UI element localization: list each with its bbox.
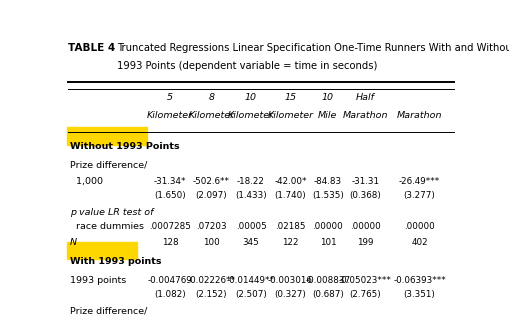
Text: (2.765): (2.765)	[350, 290, 381, 299]
Text: .00005: .00005	[236, 222, 266, 231]
Text: Kilometer: Kilometer	[147, 111, 193, 120]
Text: -26.49***: -26.49***	[399, 177, 440, 186]
Text: 122: 122	[282, 239, 299, 247]
FancyBboxPatch shape	[67, 127, 147, 144]
Text: race dummies: race dummies	[70, 222, 144, 231]
Text: 199: 199	[357, 239, 374, 247]
Text: Mile: Mile	[318, 111, 337, 120]
Text: (1.535): (1.535)	[312, 191, 344, 200]
Text: Marathon: Marathon	[343, 111, 388, 120]
Text: (1.650): (1.650)	[154, 191, 186, 200]
Text: -31.31: -31.31	[351, 177, 379, 186]
Text: Kilometer: Kilometer	[188, 111, 235, 120]
Text: -0.05023***: -0.05023***	[339, 275, 392, 284]
Text: Kilometer: Kilometer	[267, 111, 314, 120]
Text: (1.740): (1.740)	[274, 191, 306, 200]
Text: -502.6**: -502.6**	[193, 177, 230, 186]
Text: -18.22: -18.22	[237, 177, 265, 186]
Text: N: N	[70, 239, 77, 247]
Text: Marathon: Marathon	[397, 111, 442, 120]
Text: -0.004769: -0.004769	[148, 275, 192, 284]
Text: 1993 points: 1993 points	[70, 275, 126, 284]
Text: 128: 128	[162, 239, 179, 247]
Text: 5: 5	[167, 93, 173, 102]
Text: -0.008837: -0.008837	[305, 275, 351, 284]
Text: p value LR test of: p value LR test of	[70, 208, 153, 217]
Text: Prize difference/: Prize difference/	[70, 161, 147, 170]
Text: 8: 8	[209, 93, 215, 102]
Text: 15: 15	[285, 93, 296, 102]
Text: 402: 402	[411, 239, 428, 247]
Text: Without 1993 Points: Without 1993 Points	[70, 142, 179, 151]
Text: (0.327): (0.327)	[274, 290, 306, 299]
Text: (1.082): (1.082)	[154, 290, 186, 299]
Text: With 1993 points: With 1993 points	[70, 257, 161, 266]
Text: -42.00*: -42.00*	[274, 177, 307, 186]
Text: .0007285: .0007285	[149, 222, 191, 231]
Text: (1.433): (1.433)	[235, 191, 267, 200]
Text: 10: 10	[322, 93, 334, 102]
Text: -84.83: -84.83	[314, 177, 342, 186]
Text: -0.06393***: -0.06393***	[393, 275, 446, 284]
Text: -0.003016: -0.003016	[268, 275, 313, 284]
Text: Truncated Regressions Linear Specification One-Time Runners With and Without: Truncated Regressions Linear Specificati…	[117, 43, 509, 54]
Text: 1993 Points (dependent variable = time in seconds): 1993 Points (dependent variable = time i…	[117, 61, 377, 71]
Text: .02185: .02185	[275, 222, 306, 231]
Text: Half: Half	[356, 93, 375, 102]
Text: (0.687): (0.687)	[312, 290, 344, 299]
Text: 1,000: 1,000	[70, 177, 102, 186]
Text: Kilometer: Kilometer	[228, 111, 274, 120]
Text: (3.277): (3.277)	[404, 191, 436, 200]
Text: 100: 100	[203, 239, 220, 247]
Text: -31.34*: -31.34*	[154, 177, 186, 186]
Text: (0.368): (0.368)	[350, 191, 381, 200]
Text: (3.351): (3.351)	[404, 290, 436, 299]
Text: -0.01449**: -0.01449**	[227, 275, 275, 284]
Text: .00000: .00000	[350, 222, 381, 231]
Text: 345: 345	[243, 239, 260, 247]
Text: 101: 101	[320, 239, 336, 247]
Text: Prize difference/: Prize difference/	[70, 307, 147, 316]
Text: 10: 10	[245, 93, 257, 102]
Text: .00000: .00000	[313, 222, 343, 231]
Text: (2.097): (2.097)	[195, 191, 228, 200]
Text: TABLE 4: TABLE 4	[68, 43, 115, 54]
Text: -0.02226**: -0.02226**	[187, 275, 236, 284]
Text: .07203: .07203	[196, 222, 227, 231]
Text: (2.507): (2.507)	[235, 290, 267, 299]
FancyBboxPatch shape	[67, 242, 137, 259]
Text: (2.152): (2.152)	[196, 290, 228, 299]
Text: .00000: .00000	[404, 222, 435, 231]
